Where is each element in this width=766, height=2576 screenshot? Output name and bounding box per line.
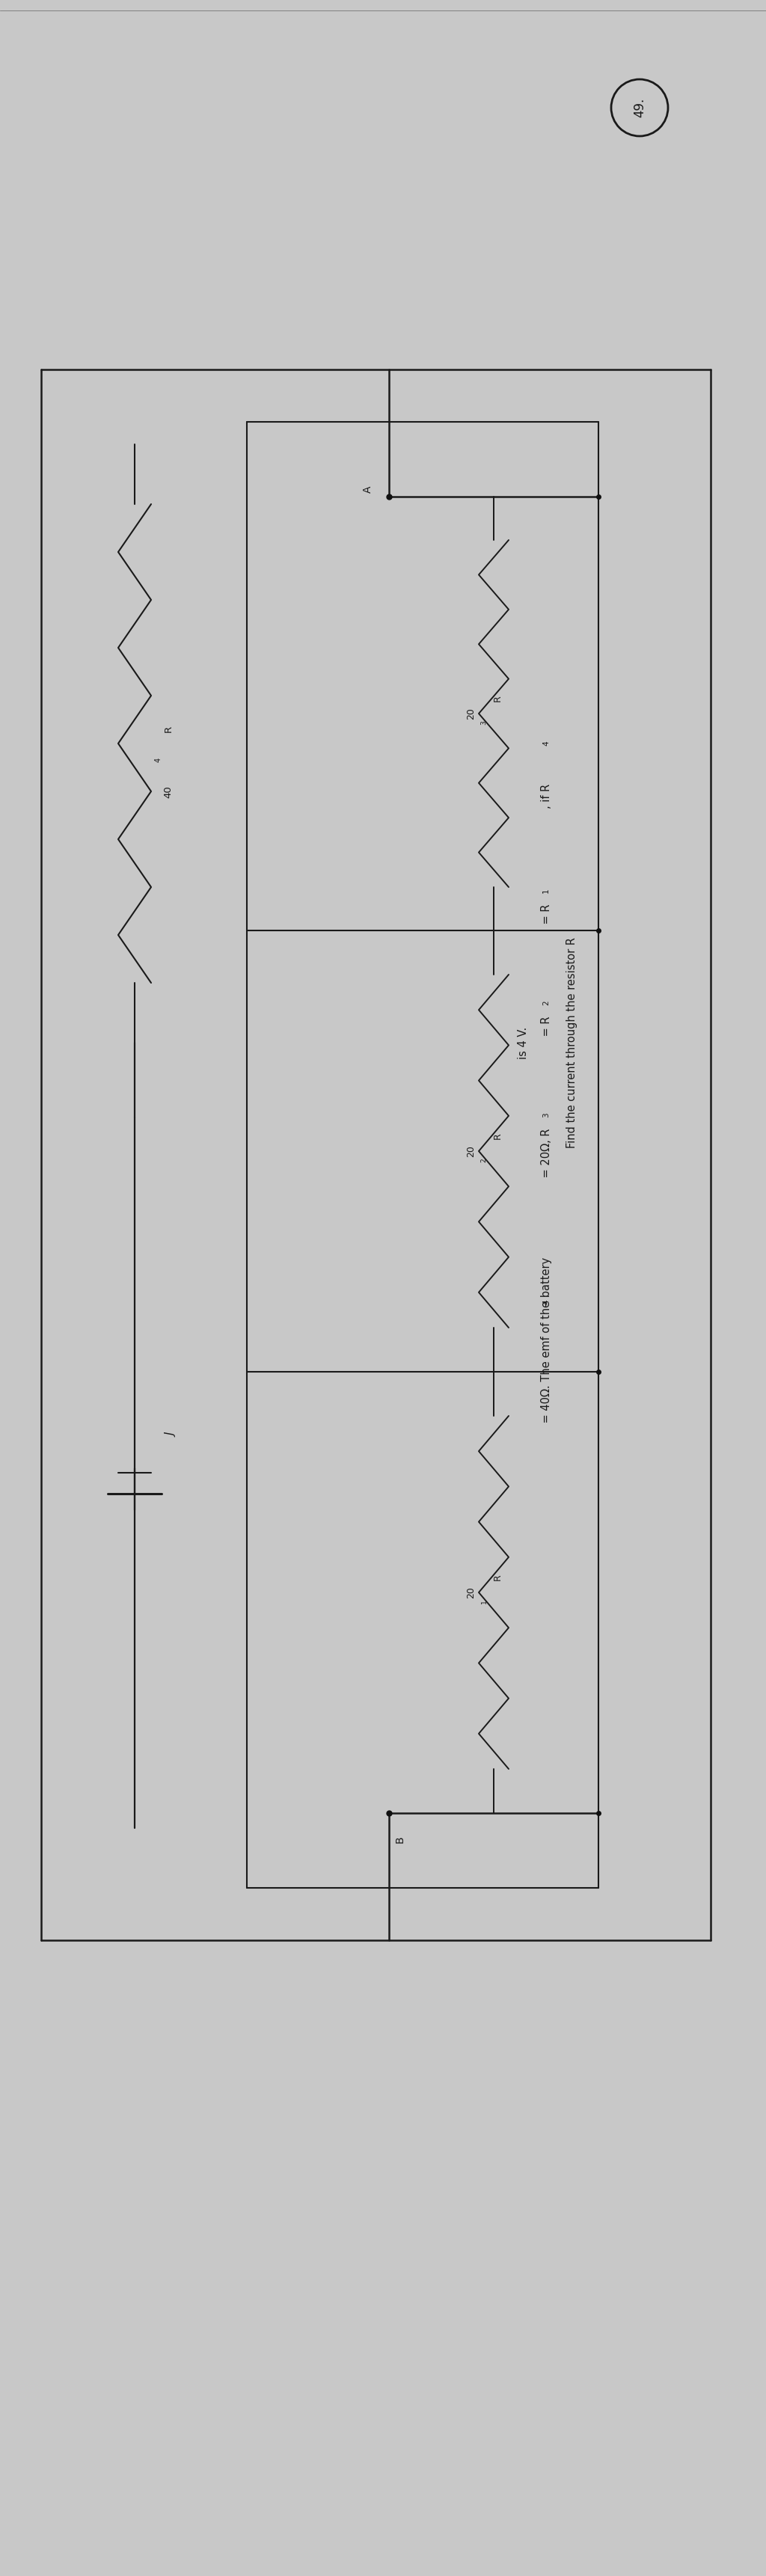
Text: = 40Ω. The emf of the battery: = 40Ω. The emf of the battery: [541, 1257, 552, 1427]
Text: J: J: [166, 1435, 178, 1437]
Text: B: B: [395, 1837, 405, 1842]
Text: R: R: [493, 696, 502, 701]
Text: = R: = R: [541, 1015, 552, 1041]
Text: 40: 40: [163, 786, 173, 799]
Text: 20: 20: [466, 1146, 476, 1157]
Text: 1: 1: [542, 889, 550, 894]
Text: 3: 3: [542, 1113, 550, 1118]
Text: R: R: [493, 1133, 502, 1139]
Text: 1: 1: [480, 1600, 487, 1605]
Text: 20: 20: [466, 708, 476, 719]
Text: R: R: [493, 1574, 502, 1582]
Text: 2: 2: [542, 999, 550, 1005]
Text: R: R: [163, 724, 173, 732]
Text: 49.: 49.: [633, 98, 647, 118]
Text: = R: = R: [541, 904, 552, 927]
Text: 4: 4: [542, 1298, 550, 1303]
Text: is 4 V.: is 4 V.: [518, 1025, 529, 1059]
Text: 2: 2: [480, 1159, 487, 1162]
Text: 20: 20: [466, 1587, 476, 1597]
Text: = 20Ω, R: = 20Ω, R: [541, 1128, 552, 1182]
Text: 3: 3: [480, 721, 487, 724]
Text: 4: 4: [542, 742, 550, 747]
Text: Find the current through the resistor R: Find the current through the resistor R: [567, 938, 578, 1149]
Text: , if R: , if R: [541, 783, 552, 809]
Text: 4: 4: [155, 757, 162, 762]
Text: A: A: [363, 487, 373, 492]
